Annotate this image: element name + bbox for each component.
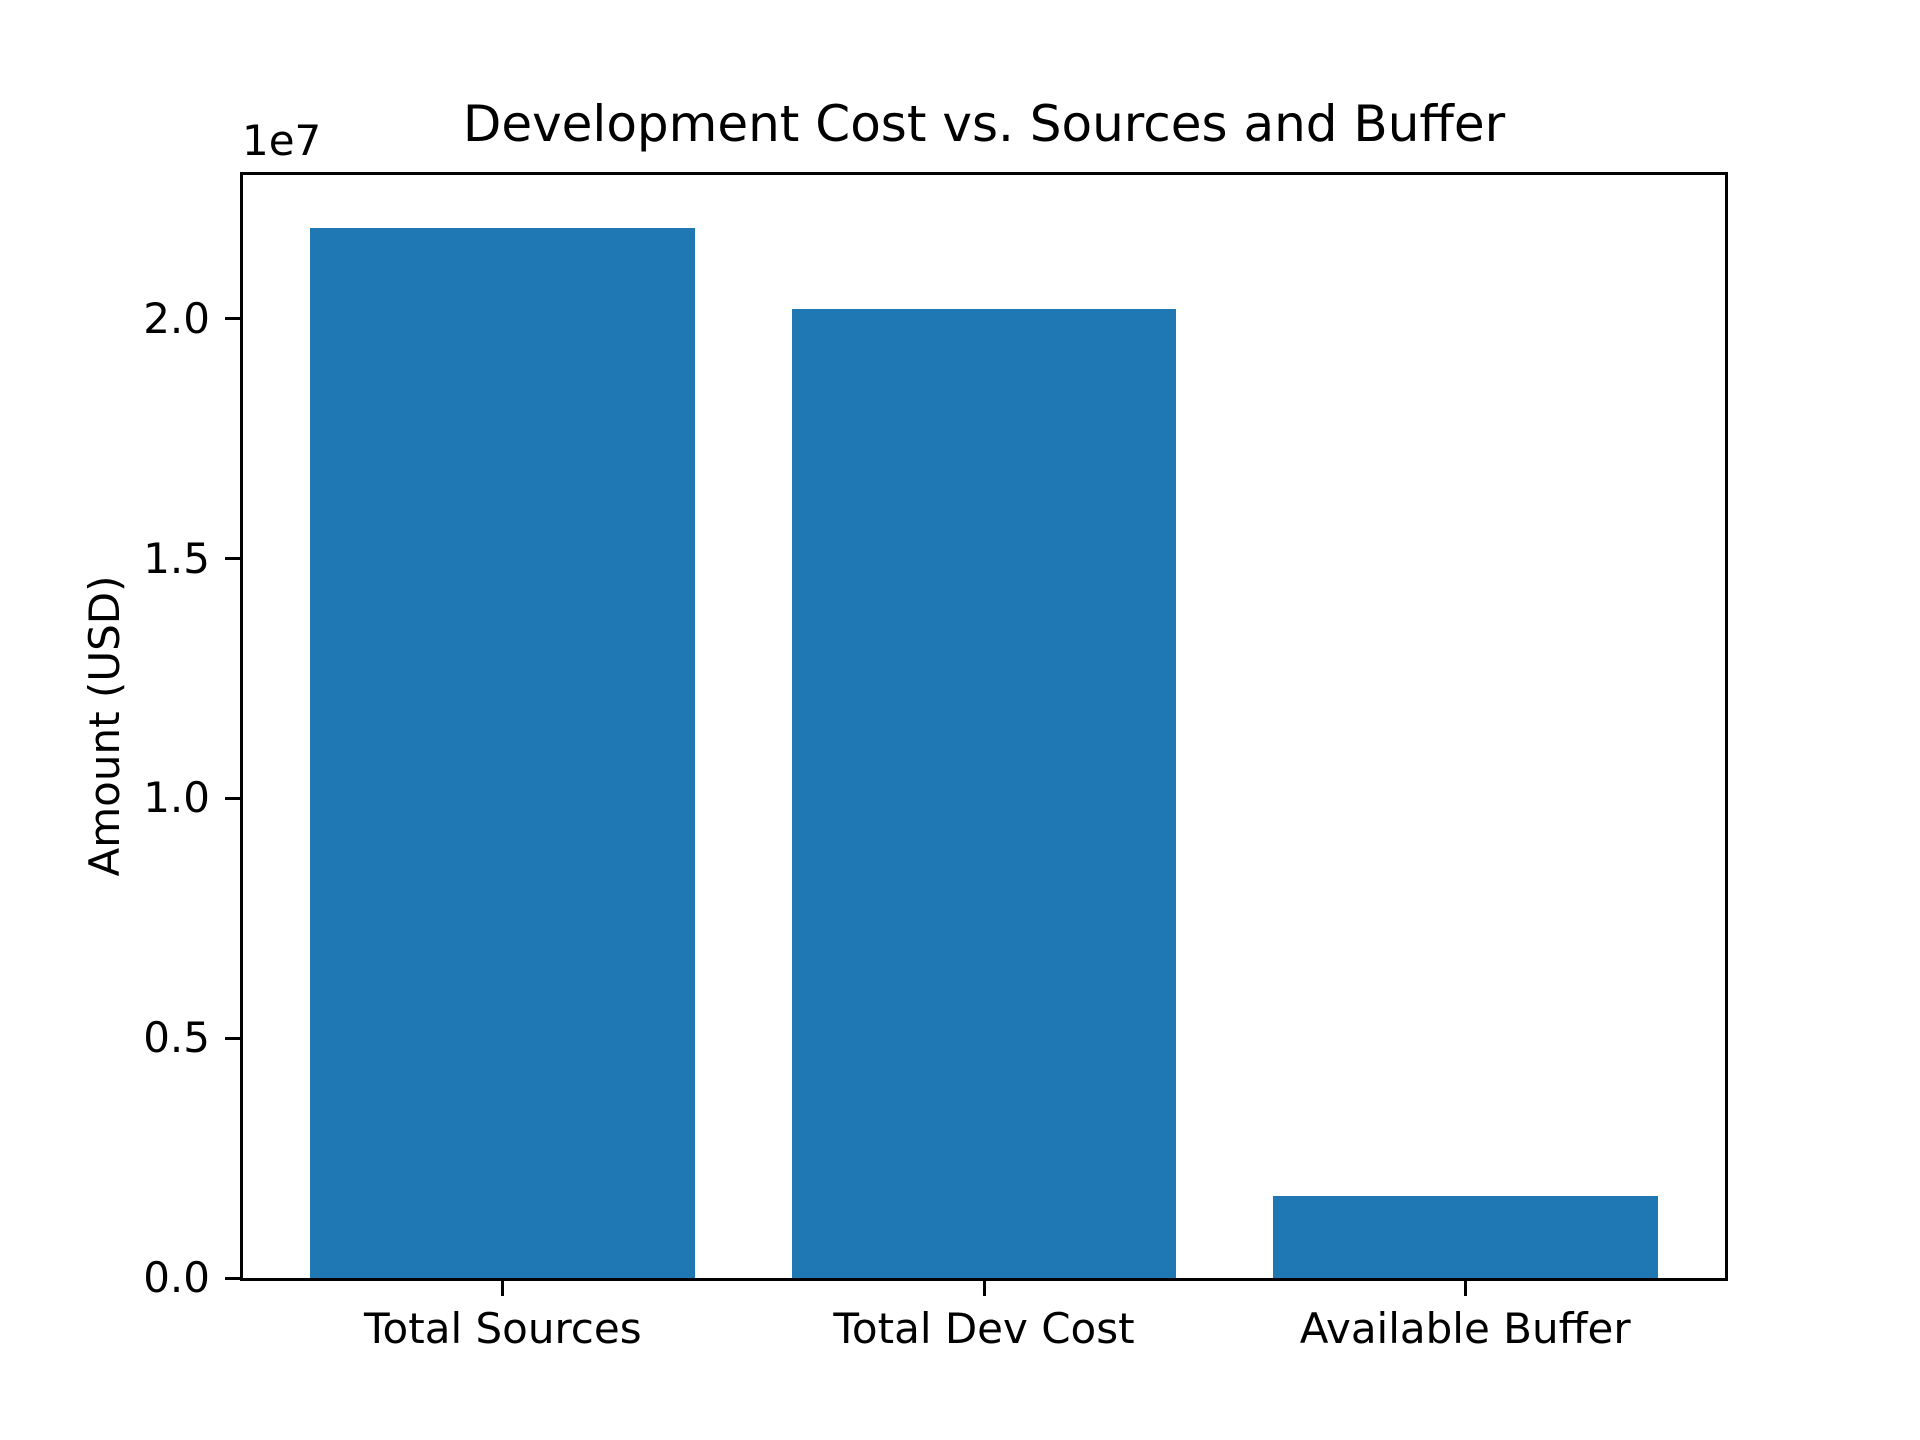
y-tick-mark bbox=[225, 1036, 240, 1040]
x-tick-label: Total Dev Cost bbox=[833, 1304, 1135, 1353]
y-tick-label: 0.0 bbox=[143, 1253, 210, 1302]
x-tick-label: Total Sources bbox=[364, 1304, 642, 1353]
y-axis-label: Amount (USD) bbox=[80, 575, 129, 877]
y-tick-mark bbox=[225, 1276, 240, 1280]
y-tick-label: 0.5 bbox=[143, 1013, 210, 1063]
x-tick-mark bbox=[982, 1281, 986, 1296]
y-tick-label: 2.0 bbox=[143, 293, 210, 343]
y-tick-label: 1.0 bbox=[143, 773, 210, 823]
chart-title: Development Cost vs. Sources and Buffer bbox=[462, 95, 1506, 153]
y-tick-mark bbox=[225, 796, 240, 800]
bar-total-sources bbox=[310, 227, 696, 1278]
plot-area: 0.0 0.5 1.0 1.5 2.0 Total Sources Total Dev Co… bbox=[143, 172, 1728, 1353]
x-tick-label: Available Buffer bbox=[1299, 1304, 1631, 1353]
x-tick-mark bbox=[501, 1281, 505, 1296]
y-axis-offset-label: 1e7 bbox=[242, 116, 322, 165]
y-tick-label: 1.5 bbox=[143, 533, 210, 583]
x-tick-mark bbox=[1463, 1281, 1467, 1296]
bar-available-buffer bbox=[1272, 1196, 1658, 1278]
y-tick-mark bbox=[225, 557, 240, 561]
bar-total-dev-cost bbox=[791, 309, 1177, 1278]
y-tick-mark bbox=[225, 317, 240, 321]
